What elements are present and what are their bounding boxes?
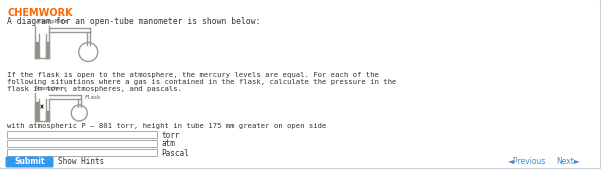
- Text: atm: atm: [161, 139, 175, 149]
- Text: ◄Previous: ◄Previous: [508, 158, 546, 166]
- Text: following situations where a gas is contained in the flask, calculate the pressu: following situations where a gas is cont…: [7, 79, 397, 85]
- Text: torr: torr: [161, 130, 180, 139]
- Text: Next►: Next►: [556, 158, 580, 166]
- Text: Flask: Flask: [84, 95, 100, 100]
- Text: If the flask is open to the atmosphere, the mercury levels are equal. For each o: If the flask is open to the atmosphere, …: [7, 72, 379, 78]
- Text: Pascal: Pascal: [161, 149, 189, 158]
- Text: Show Hints: Show Hints: [58, 158, 104, 166]
- Text: Submit: Submit: [14, 158, 44, 166]
- FancyBboxPatch shape: [7, 140, 157, 147]
- Text: Atmosphere: Atmosphere: [35, 86, 67, 91]
- Text: CHEMWORK: CHEMWORK: [7, 8, 73, 18]
- FancyBboxPatch shape: [7, 149, 157, 156]
- Text: flask in torr, atmospheres, and pascals.: flask in torr, atmospheres, and pascals.: [7, 86, 182, 92]
- FancyBboxPatch shape: [5, 156, 53, 167]
- Text: A diagram for an open-tube manometer is shown below:: A diagram for an open-tube manometer is …: [7, 17, 260, 26]
- Text: Atmosphere: Atmosphere: [36, 19, 69, 24]
- Text: with atmospheric P — 801 torr, height in tube 175 mm greater on open side: with atmospheric P — 801 torr, height in…: [7, 123, 326, 129]
- FancyBboxPatch shape: [7, 131, 157, 138]
